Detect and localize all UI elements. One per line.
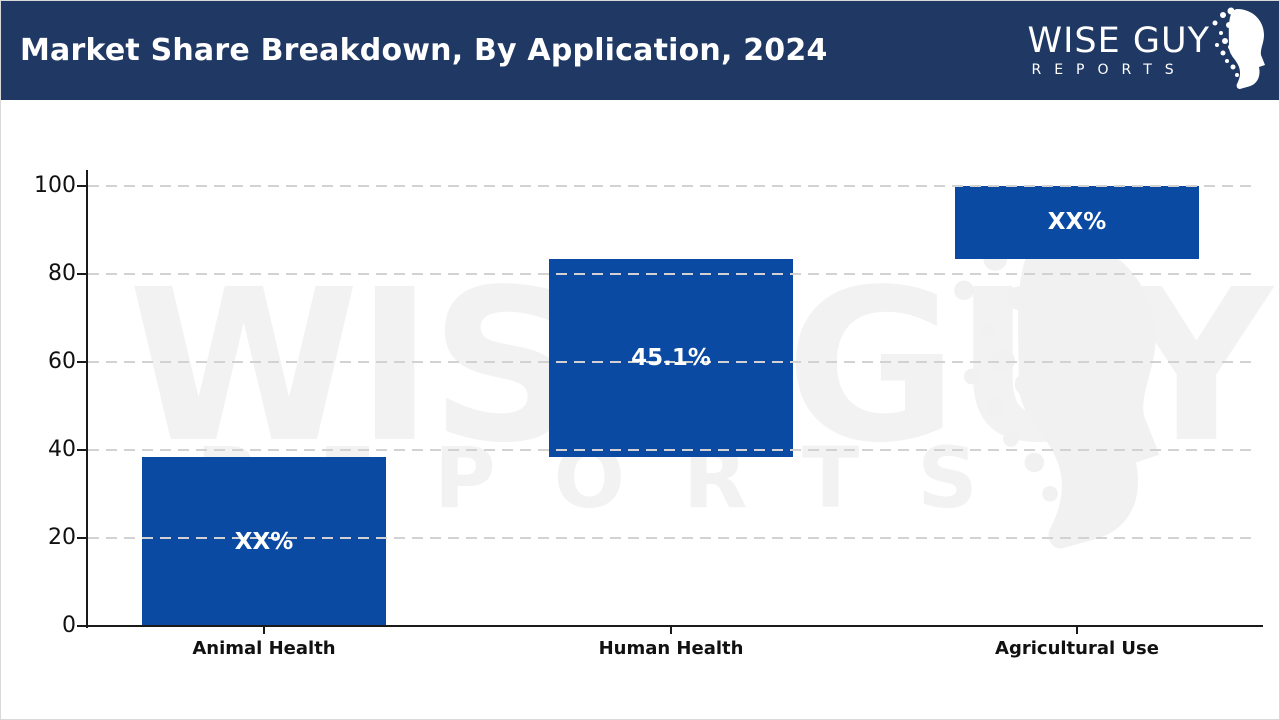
x-category-label: Human Health <box>598 638 744 659</box>
page-title: Market Share Breakdown, By Application, … <box>20 32 828 68</box>
x-axis-tick <box>1076 626 1078 634</box>
header-bar: Market Share Breakdown, By Application, … <box>0 0 1280 100</box>
y-tick-label: 100 <box>34 173 76 198</box>
gridline <box>88 537 1256 539</box>
wiseguy-logo-text: WISE GUY REPORTS <box>1027 20 1210 78</box>
x-axis-tick <box>263 626 265 634</box>
bar-value-label: 45.1% <box>631 344 711 371</box>
y-tick-label: 20 <box>48 525 76 550</box>
gridline <box>88 185 1256 187</box>
gridline <box>88 273 1256 275</box>
bar-human-health <box>549 258 793 458</box>
bar-agricultural-use <box>955 186 1199 259</box>
bar-value-label: XX% <box>1047 209 1107 236</box>
wiseguy-head-icon <box>1212 7 1265 89</box>
logo-name-text: WISE GUY <box>1027 20 1210 61</box>
y-axis-tick <box>77 361 88 363</box>
gridline <box>88 361 1256 363</box>
bar-value-label: XX% <box>234 528 294 555</box>
y-axis-tick <box>77 537 88 539</box>
y-tick-label: 40 <box>48 437 76 462</box>
x-category-label: Animal Health <box>192 638 336 659</box>
wiseguy-logo: WISE GUY REPORTS <box>1027 5 1280 95</box>
y-axis-tick <box>77 185 88 187</box>
y-axis-tick <box>77 273 88 275</box>
chart-area: WISE GUY REPORTS XX%45.1%XX% 02040608010… <box>0 100 1280 720</box>
y-tick-label: 60 <box>48 349 76 374</box>
x-axis-tick <box>670 626 672 634</box>
gridline <box>88 449 1256 451</box>
x-category-label: Agricultural Use <box>995 638 1159 659</box>
x-axis-line <box>86 625 1263 627</box>
y-axis-tick <box>77 449 88 451</box>
y-axis-line <box>86 170 88 628</box>
bar-animal-health <box>142 457 386 626</box>
y-tick-label: 80 <box>48 261 76 286</box>
y-tick-label: 0 <box>62 613 76 638</box>
logo-sub-text: REPORTS <box>1031 61 1187 78</box>
y-axis-tick <box>77 625 88 627</box>
